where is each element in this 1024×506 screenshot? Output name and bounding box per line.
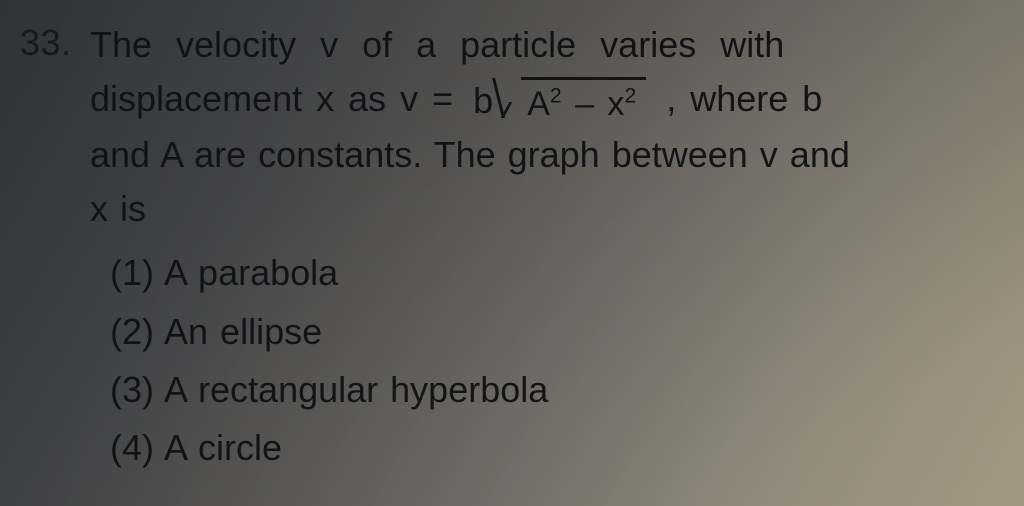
radicand-A: A [527, 85, 550, 123]
option-1: (1) A parabola [110, 244, 984, 302]
question-line-2: displacement x as v = b A2 – x2 , where … [90, 72, 984, 128]
eq-prefix: displacement x as v = [90, 78, 467, 119]
question-number: 33. [20, 18, 90, 64]
sqrt-wrap: A2 – x2 [495, 77, 646, 127]
option-4: (4) A circle [110, 419, 984, 477]
equation-expression: b A2 – x2 [473, 74, 646, 128]
option-3: (3) A rectangular hyperbola [110, 361, 984, 419]
question-page: 33. The velocity v of a particle varies … [0, 0, 1024, 506]
radicand-minus-x: – x [562, 85, 625, 123]
question-line-1: The velocity v of a particle varies with [90, 18, 984, 72]
radicand: A2 – x2 [521, 77, 646, 127]
question-row: 33. The velocity v of a particle varies … [20, 18, 984, 236]
question-body: The velocity v of a particle varies with… [90, 18, 984, 236]
question-line-4: x is [90, 182, 984, 236]
radicand-sup-1: 2 [550, 84, 562, 107]
coeff-b: b [473, 74, 493, 128]
radical-sign-icon [495, 77, 521, 127]
eq-suffix: , where b [666, 78, 822, 119]
radicand-sup-2: 2 [624, 84, 636, 107]
options-list: (1) A parabola (2) An ellipse (3) A rect… [110, 244, 984, 477]
question-line-3: and A are constants. The graph between v… [90, 128, 984, 182]
option-2: (2) An ellipse [110, 303, 984, 361]
